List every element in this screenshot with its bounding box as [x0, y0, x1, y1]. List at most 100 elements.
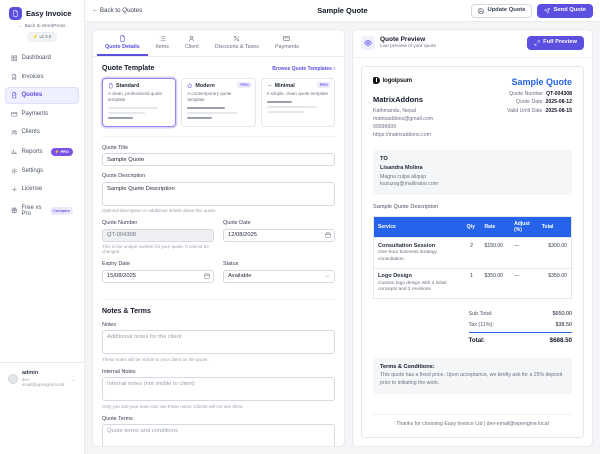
- quote-document: logoipsum MatrixAddons Kathmandu, Nepal …: [361, 65, 584, 438]
- qty-cell: 2: [462, 237, 481, 269]
- sidebar-item-payments[interactable]: Payments: [5, 106, 79, 123]
- expand-icon: [534, 40, 540, 46]
- percent-icon: [234, 35, 240, 42]
- sidebar-item-clients[interactable]: Clients: [5, 124, 79, 141]
- gear-icon: [11, 167, 18, 174]
- table-header-qty: Qty: [462, 216, 481, 238]
- clients-icon: [11, 129, 18, 135]
- quote-description-label: Quote Description: [102, 173, 146, 180]
- quote-title-input[interactable]: [102, 153, 335, 167]
- form-tabs: Quote Details Items Client Discounts & T…: [93, 30, 344, 57]
- avatar: [8, 373, 18, 384]
- notes-input[interactable]: [102, 330, 335, 355]
- sidebar-item-reports[interactable]: Reports ⚡ PRO: [5, 143, 79, 161]
- quote-details-icon: [120, 35, 125, 42]
- quote-number-input: [102, 228, 214, 242]
- skeleton-line: [266, 100, 292, 104]
- tab-label: Client: [184, 44, 199, 50]
- skeleton-line: [187, 106, 225, 110]
- sidebar-item-label: Dashboard: [21, 55, 51, 62]
- tab-label: Discounts & Taxes: [214, 44, 259, 50]
- skeleton-line: [266, 105, 317, 109]
- quote-form-panel: Quote Details Items Client Discounts & T…: [92, 29, 345, 447]
- sidebar-divider: [0, 361, 84, 363]
- sidebar-item-free-vs-pro[interactable]: Free vs Pro Compare: [5, 200, 79, 222]
- app-brand: Easy Invoice: [0, 0, 84, 22]
- tab-items[interactable]: Items: [148, 30, 177, 56]
- document-footer: Thanks for choosing Easy Invoice Ltd | d…: [373, 414, 572, 427]
- logoipsum-icon: [373, 76, 380, 84]
- back-to-wordpress-link[interactable]: ← Back to WordPress: [18, 24, 66, 29]
- company-logo: logoipsum: [373, 76, 433, 84]
- quote-title-label: Quote Title: [102, 144, 129, 151]
- full-preview-button[interactable]: Full Preview: [527, 36, 584, 51]
- app-name: Easy Invoice: [26, 9, 72, 18]
- tab-client[interactable]: Client: [177, 30, 207, 56]
- preview-body: logoipsum MatrixAddons Kathmandu, Nepal …: [353, 58, 592, 446]
- sidebar-item-label: Quotes: [21, 92, 43, 99]
- terms-text: This quote has a fixed price. Upon accep…: [380, 372, 563, 387]
- skeleton-line: [108, 111, 146, 115]
- expiry-date-input[interactable]: [102, 269, 214, 283]
- update-quote-button[interactable]: Update Quote: [471, 3, 533, 18]
- send-quote-button[interactable]: Send Quote: [537, 3, 593, 18]
- quote-number-helper: This is the unique number for your quote…: [102, 244, 209, 255]
- quote-description-helper: Optional description or additional detai…: [102, 208, 217, 214]
- quote-icon: [12, 92, 17, 99]
- service-cell: Consultation Session One-hour business s…: [373, 237, 463, 269]
- sidebar-item-label: Invoices: [21, 73, 44, 80]
- table-header-rate: Rate: [480, 216, 511, 238]
- table-row: Consultation Session One-hour business s…: [373, 237, 572, 269]
- sidebar-item-label: Reports: [21, 148, 43, 155]
- card-icon: [11, 111, 18, 116]
- content-area: Quote Details Items Client Discounts & T…: [85, 22, 600, 454]
- template-name: Modern: [195, 83, 215, 89]
- internal-notes-input[interactable]: [102, 377, 335, 402]
- sidebar-item-dashboard[interactable]: Dashboard: [5, 50, 79, 67]
- browse-templates-link[interactable]: Browse Quote Templates ›: [272, 65, 335, 72]
- notes-terms-title: Notes & Terms: [102, 307, 151, 315]
- expiry-date-label: Expiry Date: [102, 261, 130, 268]
- topbar: Sample Quote ← Back to Quotes Update Quo…: [85, 0, 600, 22]
- quote-terms-input[interactable]: [102, 424, 335, 446]
- save-icon: [478, 8, 484, 13]
- table-header-total: Total: [537, 216, 572, 238]
- sidebar-item-quotes[interactable]: Quotes: [5, 87, 79, 104]
- quote-description-input[interactable]: Sample Quote Description: [102, 181, 335, 206]
- adjust-cell: —: [510, 267, 538, 299]
- sidebar-item-invoices[interactable]: Invoices: [5, 69, 79, 86]
- template-name: Standard: [116, 83, 140, 89]
- card-icon: [283, 36, 291, 41]
- sidebar: Easy Invoice ← Back to WordPress ⚡ v2.8.…: [0, 0, 85, 454]
- skeleton-line: [187, 116, 213, 120]
- quote-date-input[interactable]: [223, 228, 335, 242]
- template-desc: A contemporary quote template: [187, 91, 232, 102]
- tab-payments[interactable]: Payments: [267, 30, 307, 56]
- sidebar-item-label: Free vs Pro: [21, 204, 42, 217]
- client-name: Lisandra Molina: [380, 165, 423, 172]
- company-name: MatrixAddons: [373, 94, 424, 104]
- client-email: kozuzog@mailinator.com: [380, 181, 439, 188]
- sidebar-item-settings[interactable]: Settings: [5, 163, 79, 180]
- skeleton-line: [187, 111, 238, 115]
- template-card-standard[interactable]: Standard A clean, professional quote tem…: [102, 78, 177, 127]
- template-desc: A clean, professional quote template: [108, 91, 163, 102]
- qty-cell: 1: [462, 267, 481, 299]
- status-select[interactable]: Available: [223, 269, 335, 283]
- quote-number-label: Quote Number: [102, 220, 138, 227]
- tab-discounts-taxes[interactable]: Discounts & Taxes: [207, 30, 267, 56]
- meta-row: Quote Date 2025-08-12: [515, 99, 572, 106]
- sidebar-item-license[interactable]: License: [5, 181, 79, 198]
- document-title: Sample Quote: [511, 76, 572, 87]
- back-to-quotes-link[interactable]: ← Back to Quotes: [92, 7, 143, 14]
- sidebar-nav: Dashboard Invoices Quotes Payments Clien…: [0, 47, 84, 222]
- form-body: Quote Template Browse Quote Templates › …: [93, 57, 344, 446]
- tab-quote-details[interactable]: Quote Details: [97, 30, 148, 56]
- company-email: matrixaddons@gmail.com: [373, 115, 434, 122]
- template-card-modern[interactable]: PRO Modern A contemporary quote template: [181, 78, 256, 127]
- person-icon: [189, 35, 195, 42]
- company-website: https://matrixaddons.com: [373, 131, 431, 138]
- template-card-minimal[interactable]: PRO Minimal A simple, clean quote templa…: [260, 78, 335, 127]
- rate-cell: $150.00: [480, 237, 511, 269]
- user-menu[interactable]: admin dev-email@wpengine.local: [0, 363, 84, 395]
